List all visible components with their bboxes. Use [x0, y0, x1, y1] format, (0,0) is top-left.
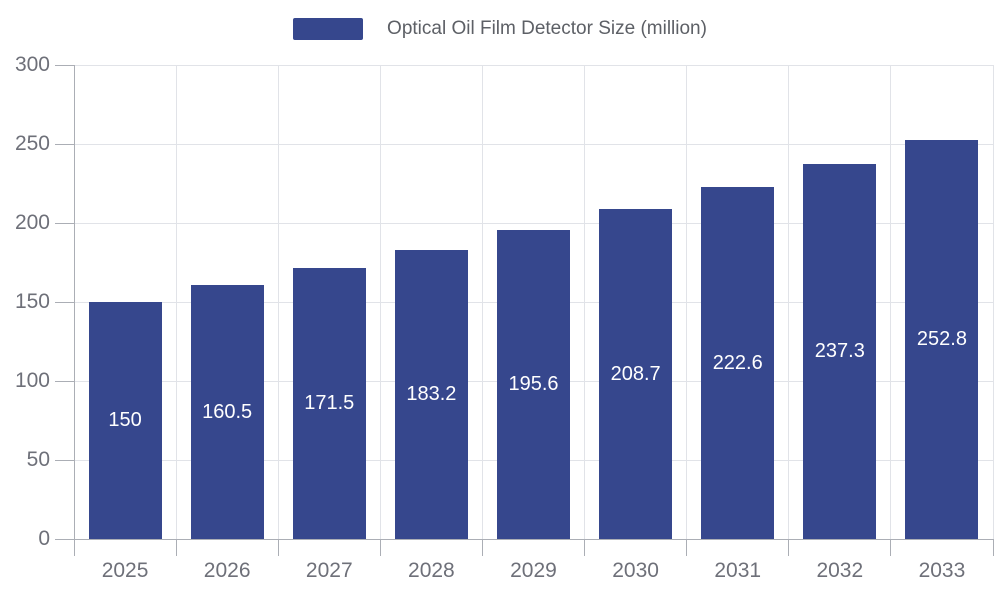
x-gridline	[890, 65, 892, 539]
y-axis-label: 0	[38, 527, 50, 550]
y-axis-tick	[55, 222, 74, 224]
x-gridline	[992, 65, 994, 539]
x-gridline	[379, 65, 381, 539]
bar-value-label: 183.2	[406, 382, 457, 405]
x-gridline	[584, 65, 586, 539]
bar-value-label: 171.5	[304, 392, 355, 414]
x-gridline	[175, 65, 177, 539]
y-axis-tick	[55, 459, 74, 461]
legend-swatch	[293, 18, 364, 40]
x-axis-label: 2031	[714, 559, 762, 582]
y-axis-label: 50	[26, 448, 50, 471]
bar-2025	[88, 302, 162, 539]
x-axis-tick	[686, 539, 688, 556]
x-axis-label: 2027	[305, 559, 353, 582]
bar-value-label: 150	[108, 409, 142, 431]
bar-value-label: 160.5	[202, 400, 253, 423]
x-axis-tick	[890, 539, 892, 556]
bar-2033	[905, 139, 979, 539]
x-axis-tick	[277, 539, 279, 556]
x-axis-tick	[175, 539, 177, 556]
x-axis-tick	[584, 539, 586, 556]
legend-label: Optical Oil Film Detector Size (million)	[387, 18, 707, 39]
bar-value-label: 208.7	[610, 362, 661, 385]
bar-value-label: 252.8	[916, 327, 967, 350]
y-axis-label: 250	[14, 132, 50, 155]
x-gridline	[788, 65, 790, 539]
y-axis-label: 300	[14, 53, 50, 76]
bar-value-label: 237.3	[814, 340, 865, 363]
bar-2026	[190, 285, 264, 539]
y-gridline	[74, 64, 993, 66]
x-axis-label: 2025	[101, 559, 149, 582]
x-axis-tick	[481, 539, 483, 556]
x-axis-tick	[379, 539, 381, 556]
x-axis-tick	[992, 539, 994, 556]
y-axis-tick	[55, 538, 74, 540]
y-axis-label: 150	[14, 290, 50, 313]
y-axis-label: 200	[14, 211, 50, 234]
bar-2028	[394, 249, 468, 539]
x-axis-label: 2030	[612, 559, 659, 582]
bar-2031	[701, 187, 775, 539]
x-axis-label: 2026	[203, 559, 251, 582]
x-axis-line	[74, 538, 993, 540]
x-gridline	[481, 65, 483, 539]
y-axis-tick	[55, 380, 74, 382]
y-gridline	[74, 143, 993, 145]
y-axis-line	[73, 65, 75, 539]
y-gridline	[74, 222, 993, 224]
bar-2029	[497, 229, 570, 539]
x-axis-label: 2029	[510, 559, 557, 582]
legend-item[interactable]: Optical Oil Film Detector Size (million)	[0, 15, 1000, 43]
x-gridline	[686, 65, 688, 539]
x-axis-tick	[73, 539, 75, 556]
bar-value-label: 222.6	[712, 351, 763, 374]
bar-2030	[599, 209, 673, 539]
y-axis-tick	[55, 143, 74, 145]
y-axis-tick	[55, 301, 74, 303]
bar-2032	[803, 164, 877, 539]
x-axis-label: 2032	[816, 559, 864, 582]
x-axis-label: 2028	[408, 559, 455, 582]
y-axis-label: 100	[14, 369, 50, 392]
bar-2027	[292, 268, 366, 539]
x-axis-label: 2033	[918, 559, 966, 582]
x-axis-tick	[788, 539, 790, 556]
x-gridline	[277, 65, 279, 539]
y-axis-tick	[55, 64, 74, 66]
bar-value-label: 195.6	[508, 372, 559, 395]
